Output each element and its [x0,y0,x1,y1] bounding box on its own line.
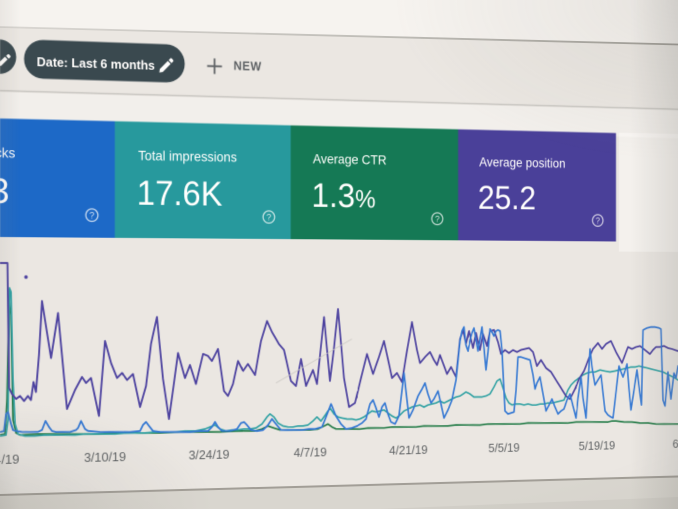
svg-text:5/19/19: 5/19/19 [579,438,615,453]
svg-text:Average CTR: Average CTR [313,152,387,168]
svg-text:Average position: Average position [479,155,565,171]
svg-text:?: ? [596,215,600,225]
svg-text:Date: Last 6 months: Date: Last 6 months [37,54,155,73]
svg-text:3/10/19: 3/10/19 [84,449,126,465]
svg-text:3/24/19: 3/24/19 [189,447,230,463]
svg-text:25.2: 25.2 [478,181,536,217]
svg-text:?: ? [435,213,440,223]
svg-text:6/2/19: 6/2/19 [673,436,678,450]
svg-text:5/5/19: 5/5/19 [488,440,519,455]
svg-text:Total clicks: Total clicks [0,144,15,160]
svg-text:2/24/19: 2/24/19 [0,451,19,467]
svg-text:873: 873 [0,172,9,211]
svg-text:4/21/19: 4/21/19 [389,442,428,457]
svg-text:17.6K: 17.6K [137,175,223,213]
svg-text:Total impressions: Total impressions [138,148,237,165]
svg-text:?: ? [89,210,94,221]
svg-text:NEW: NEW [234,59,262,74]
svg-text:?: ? [266,212,271,223]
svg-text:4/7/19: 4/7/19 [294,445,327,460]
